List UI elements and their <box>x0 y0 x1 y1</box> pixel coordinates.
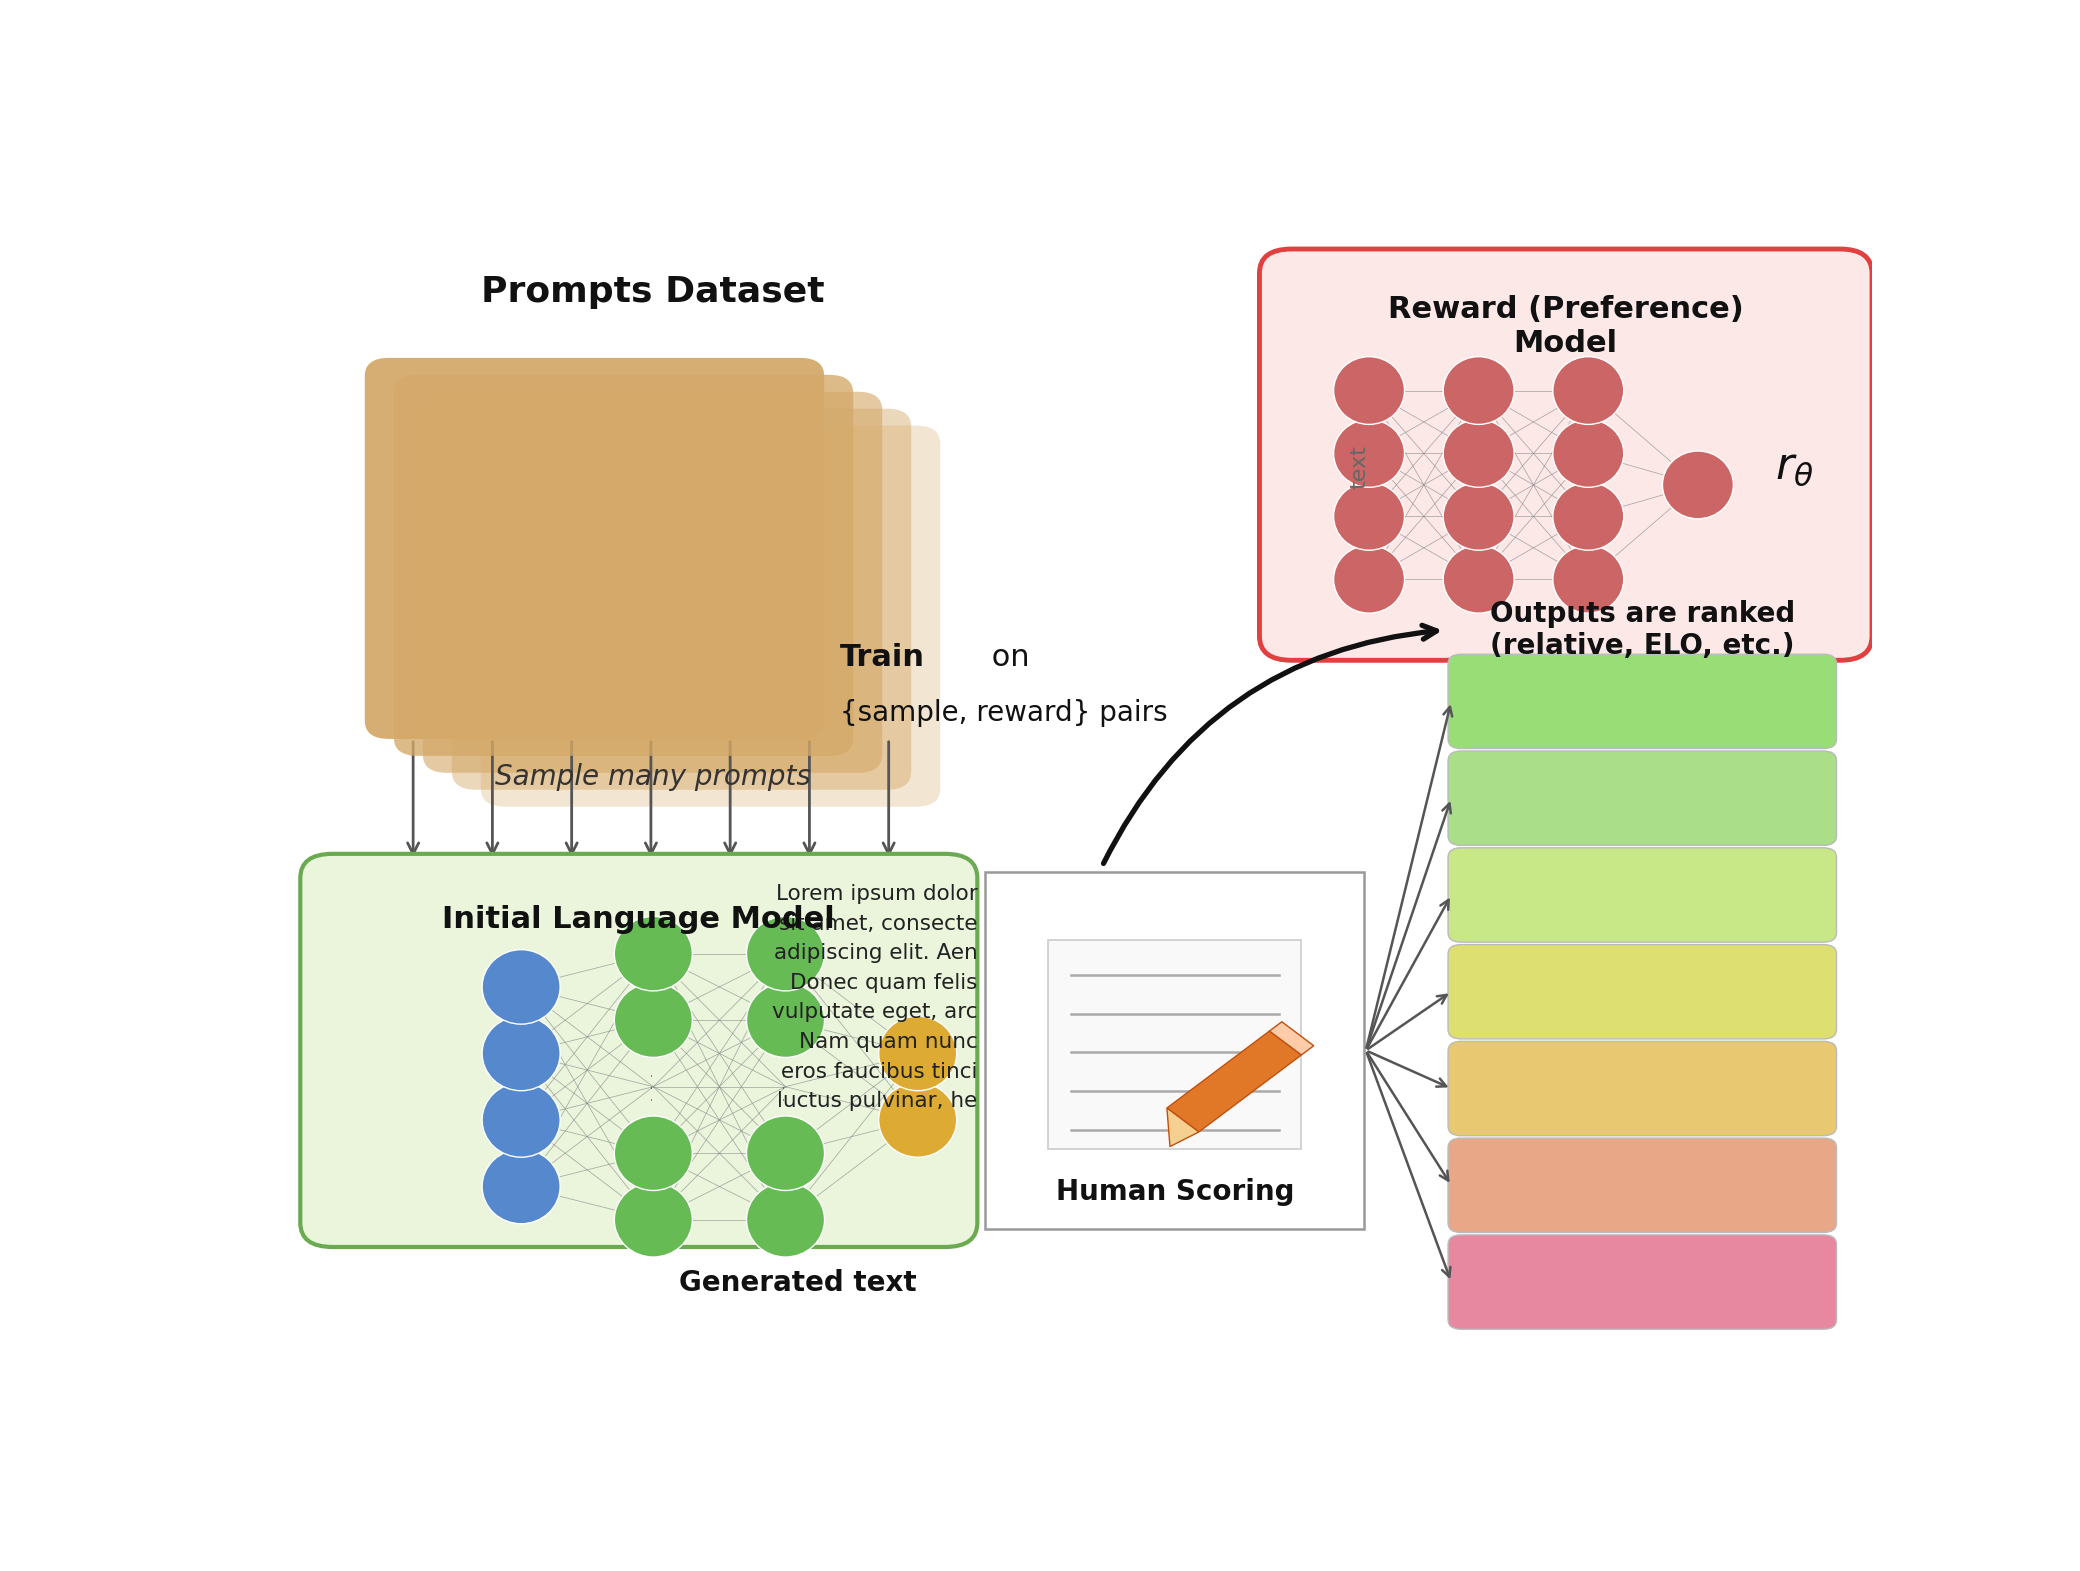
Text: ·  ·  ·: · · · <box>780 1073 792 1101</box>
FancyBboxPatch shape <box>422 391 882 773</box>
FancyBboxPatch shape <box>480 426 940 806</box>
FancyBboxPatch shape <box>986 872 1364 1229</box>
Ellipse shape <box>1554 482 1624 550</box>
Ellipse shape <box>1444 482 1514 550</box>
Text: Sample many prompts: Sample many prompts <box>495 764 811 792</box>
Ellipse shape <box>1333 545 1404 613</box>
Text: $r_\theta$: $r_\theta$ <box>1774 445 1814 489</box>
Ellipse shape <box>747 1183 824 1257</box>
Ellipse shape <box>483 1150 560 1224</box>
FancyBboxPatch shape <box>1048 939 1302 1148</box>
FancyBboxPatch shape <box>1448 944 1837 1038</box>
Polygon shape <box>1269 1021 1315 1056</box>
Text: text: text <box>1350 445 1369 489</box>
Text: Human Scoring: Human Scoring <box>1055 1178 1294 1207</box>
Ellipse shape <box>878 1082 957 1158</box>
Text: Reward (Preference)
Model: Reward (Preference) Model <box>1387 295 1743 358</box>
Ellipse shape <box>1444 545 1514 613</box>
FancyBboxPatch shape <box>1448 1137 1837 1233</box>
FancyBboxPatch shape <box>1448 751 1837 845</box>
Text: {sample, reward} pairs: {sample, reward} pairs <box>840 699 1169 727</box>
Text: ·  ·  ·: · · · <box>647 1073 659 1101</box>
Ellipse shape <box>1444 357 1514 424</box>
Ellipse shape <box>614 1183 693 1257</box>
Ellipse shape <box>1662 451 1733 518</box>
Ellipse shape <box>1554 419 1624 487</box>
Ellipse shape <box>747 916 824 991</box>
FancyBboxPatch shape <box>1448 654 1837 749</box>
Text: Lorem ipsum dolor
sit amet, consecte
adipiscing elit. Aen
Donec quam felis
vulpu: Lorem ipsum dolor sit amet, consecte adi… <box>772 884 978 1111</box>
FancyBboxPatch shape <box>393 375 853 756</box>
Text: Generated text: Generated text <box>678 1269 917 1296</box>
Ellipse shape <box>747 983 824 1057</box>
Ellipse shape <box>1554 357 1624 424</box>
Text: Prompts Dataset: Prompts Dataset <box>480 275 824 309</box>
Ellipse shape <box>483 1016 560 1090</box>
Ellipse shape <box>614 1115 693 1191</box>
Ellipse shape <box>747 1115 824 1191</box>
FancyBboxPatch shape <box>300 855 978 1247</box>
FancyBboxPatch shape <box>364 358 824 738</box>
Ellipse shape <box>483 1082 560 1158</box>
FancyBboxPatch shape <box>1260 250 1872 660</box>
Text: on: on <box>982 644 1030 672</box>
Ellipse shape <box>1444 419 1514 487</box>
Ellipse shape <box>878 1016 957 1090</box>
Text: Initial Language Model: Initial Language Model <box>443 905 836 933</box>
Ellipse shape <box>614 983 693 1057</box>
Ellipse shape <box>1333 482 1404 550</box>
FancyBboxPatch shape <box>451 408 911 790</box>
FancyBboxPatch shape <box>1448 1235 1837 1329</box>
Text: Outputs are ranked
(relative, ELO, etc.): Outputs are ranked (relative, ELO, etc.) <box>1489 600 1795 660</box>
Ellipse shape <box>1554 545 1624 613</box>
Ellipse shape <box>614 916 693 991</box>
Ellipse shape <box>1333 357 1404 424</box>
Text: Train: Train <box>840 644 926 672</box>
FancyBboxPatch shape <box>1448 1042 1837 1136</box>
Ellipse shape <box>1333 419 1404 487</box>
Polygon shape <box>1167 1031 1302 1133</box>
FancyBboxPatch shape <box>1448 848 1837 943</box>
Polygon shape <box>1167 1108 1198 1147</box>
Ellipse shape <box>483 949 560 1024</box>
